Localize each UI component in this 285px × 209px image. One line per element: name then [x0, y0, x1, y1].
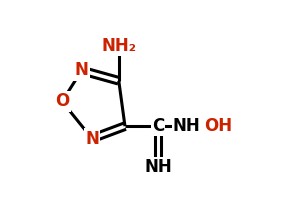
Text: NH₂: NH₂	[101, 37, 136, 55]
Text: N: N	[85, 130, 99, 148]
Text: NH: NH	[173, 117, 201, 135]
Text: OH: OH	[204, 117, 232, 135]
Text: N: N	[75, 61, 89, 79]
Text: O: O	[55, 92, 69, 110]
Text: NH: NH	[144, 158, 172, 176]
Text: C: C	[152, 117, 164, 135]
